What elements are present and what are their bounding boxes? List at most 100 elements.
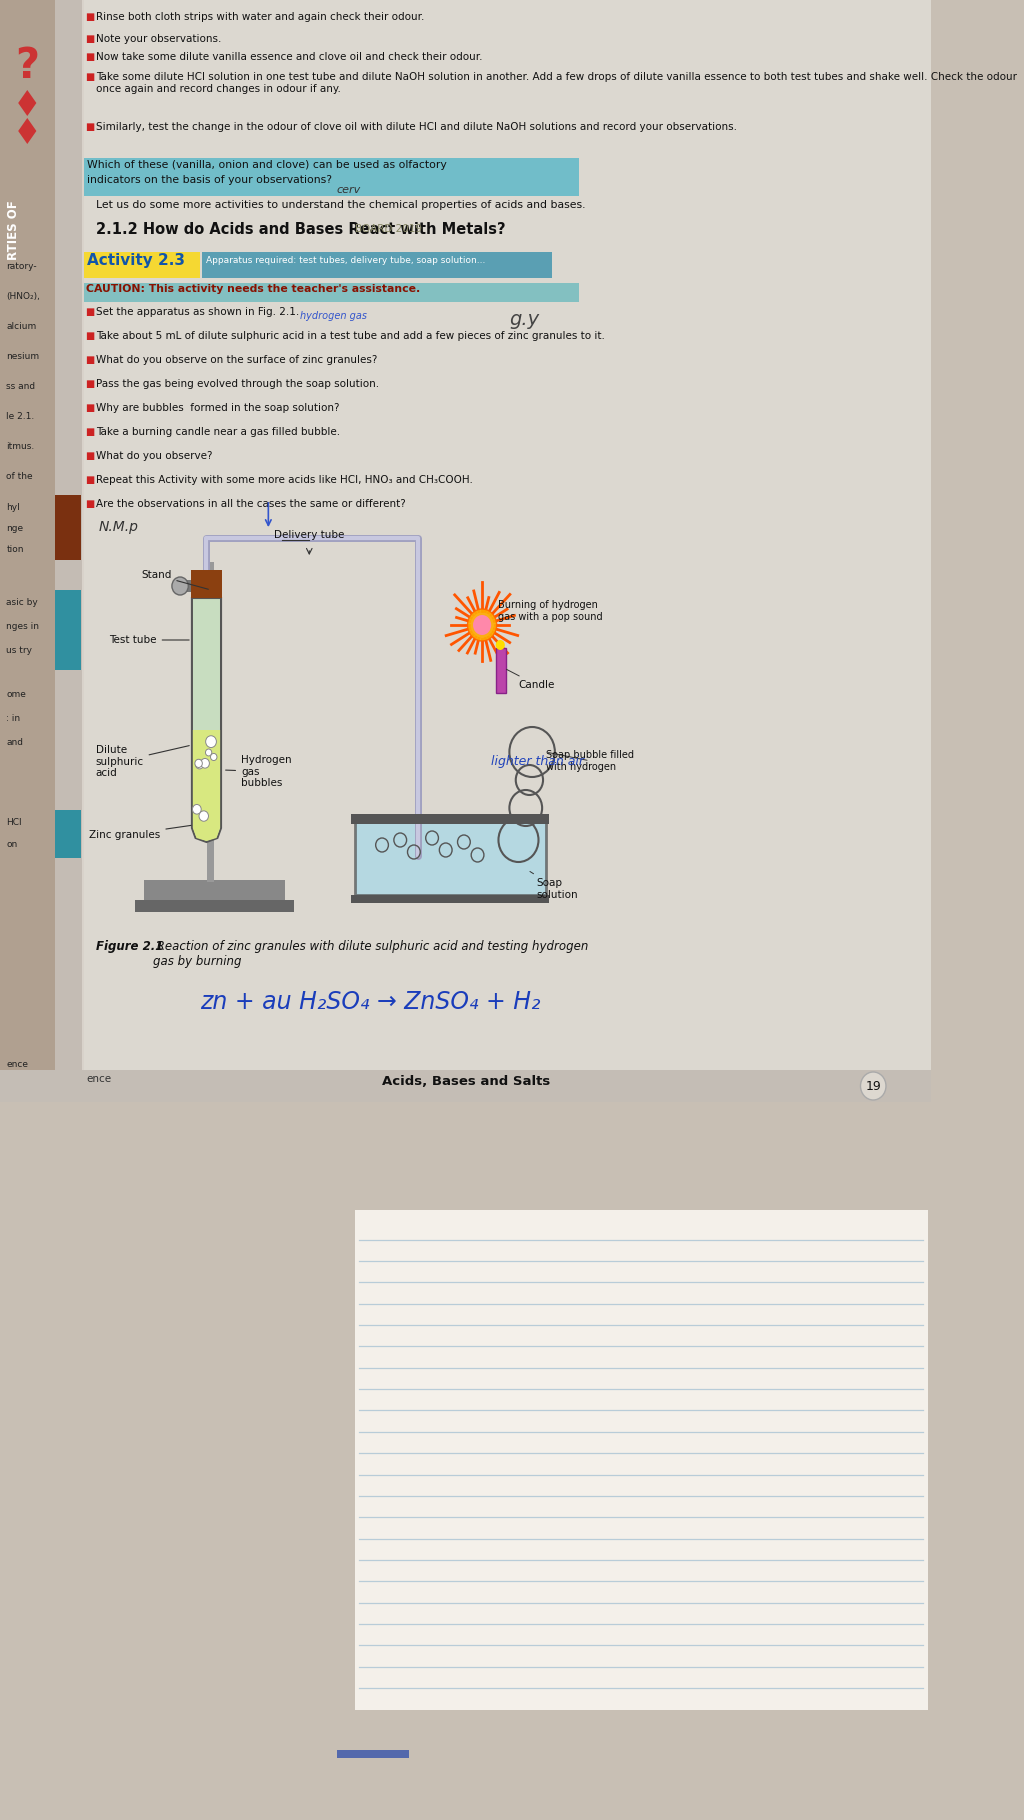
Bar: [195, 592, 220, 599]
Polygon shape: [191, 599, 221, 843]
Text: and: and: [6, 737, 24, 746]
Bar: [191, 570, 222, 599]
Bar: [55, 590, 81, 670]
Text: asic by: asic by: [6, 599, 38, 608]
Text: ■: ■: [86, 475, 95, 484]
Text: What do you observe?: What do you observe?: [96, 451, 213, 460]
Text: Activity 2.3: Activity 2.3: [87, 253, 185, 268]
Text: zn + au H₂SO₄ → ZnSO₄ + H₂: zn + au H₂SO₄ → ZnSO₄ + H₂: [200, 990, 541, 1014]
Polygon shape: [193, 730, 220, 841]
Text: us try: us try: [6, 646, 33, 655]
Bar: [84, 158, 580, 197]
Text: ss and: ss and: [6, 382, 36, 391]
Bar: [134, 901, 294, 912]
Polygon shape: [18, 118, 37, 144]
Text: ■: ■: [86, 308, 95, 317]
Text: Let us do some more activities to understand the chemical properties of acids an: Let us do some more activities to unders…: [96, 200, 586, 209]
Circle shape: [196, 759, 204, 768]
Text: nesium: nesium: [6, 351, 40, 360]
Bar: [55, 495, 81, 561]
Text: of the: of the: [6, 471, 33, 480]
Circle shape: [860, 1072, 886, 1099]
Text: ■: ■: [86, 355, 95, 366]
Text: on: on: [6, 841, 17, 848]
Text: ■: ■: [86, 331, 95, 340]
Text: hydrogen gas: hydrogen gas: [300, 311, 368, 320]
Bar: [354, 1210, 928, 1711]
Circle shape: [473, 615, 492, 635]
Text: Similarly, test the change in the odour of clove oil with dilute HCl and dilute : Similarly, test the change in the odour …: [96, 122, 737, 133]
Text: ■: ■: [86, 13, 95, 22]
Text: Soap bubble filled
with hydrogen: Soap bubble filled with hydrogen: [546, 750, 634, 772]
Text: hyl: hyl: [6, 502, 20, 511]
Bar: [55, 810, 81, 857]
Bar: [0, 0, 54, 1119]
Text: CAUTION: This activity needs the teacher's assistance.: CAUTION: This activity needs the teacher…: [86, 284, 420, 295]
Circle shape: [172, 577, 188, 595]
Text: N.M.p: N.M.p: [98, 521, 138, 533]
Bar: [351, 814, 550, 824]
Text: ratory-: ratory-: [6, 262, 37, 271]
Text: Delivery tube: Delivery tube: [274, 530, 344, 541]
Text: Which of these (vanilla, onion and clove) can be used as olfactory: Which of these (vanilla, onion and clove…: [87, 160, 447, 169]
Text: ■: ■: [86, 428, 95, 437]
Bar: [84, 0, 932, 1119]
Text: Zinc granules: Zinc granules: [89, 826, 191, 841]
Text: 19: 19: [865, 1079, 881, 1092]
Text: Soap
solution: Soap solution: [530, 872, 579, 899]
Text: Dilute
sulphuric
acid: Dilute sulphuric acid: [95, 744, 189, 779]
Text: Reaction of zinc granules with dilute sulphuric acid and testing hydrogen
gas by: Reaction of zinc granules with dilute su…: [153, 939, 588, 968]
Circle shape: [468, 610, 497, 641]
Text: RTIES OF: RTIES OF: [7, 200, 20, 260]
Text: HCl: HCl: [6, 817, 22, 826]
Bar: [0, 0, 932, 1119]
Text: Now take some dilute vanilla essence and clove oil and check their odour.: Now take some dilute vanilla essence and…: [96, 53, 483, 62]
Circle shape: [201, 759, 209, 768]
Text: Hydrogen
gas
bubbles: Hydrogen gas bubbles: [225, 755, 292, 788]
Text: BOARD 2019: BOARD 2019: [354, 224, 422, 235]
Text: Take a burning candle near a gas filled bubble.: Take a burning candle near a gas filled …: [96, 428, 341, 437]
Bar: [351, 895, 550, 903]
Text: ■: ■: [86, 499, 95, 510]
Text: : in: : in: [6, 713, 20, 723]
Polygon shape: [18, 89, 37, 116]
Text: Burning of hydrogen
gas with a pop sound: Burning of hydrogen gas with a pop sound: [499, 601, 603, 622]
Text: Figure 2.1: Figure 2.1: [96, 939, 164, 954]
Text: indicators on the basis of your observations?: indicators on the basis of your observat…: [87, 175, 333, 186]
Text: Pass the gas being evolved through the soap solution.: Pass the gas being evolved through the s…: [96, 379, 380, 389]
Circle shape: [206, 735, 216, 748]
Text: nge: nge: [6, 524, 24, 533]
Text: ome: ome: [6, 690, 27, 699]
Text: Test tube: Test tube: [110, 635, 189, 644]
Text: ?: ?: [15, 46, 39, 87]
Bar: [202, 251, 552, 278]
Circle shape: [199, 812, 209, 821]
Bar: [0, 1070, 932, 1101]
Bar: [183, 581, 222, 592]
Bar: [208, 562, 214, 883]
Text: tion: tion: [6, 544, 24, 553]
Circle shape: [496, 641, 505, 650]
Text: Take about 5 mL of dilute sulphuric acid in a test tube and add a few pieces of : Take about 5 mL of dilute sulphuric acid…: [96, 331, 605, 340]
Text: ■: ■: [86, 122, 95, 133]
Text: ■: ■: [86, 73, 95, 82]
Text: alcium: alcium: [6, 322, 37, 331]
Polygon shape: [354, 821, 546, 895]
Text: le 2.1.: le 2.1.: [6, 411, 35, 420]
Text: ence: ence: [86, 1074, 112, 1085]
Text: Set the apparatus as shown in Fig. 2.1.: Set the apparatus as shown in Fig. 2.1.: [96, 308, 300, 317]
Text: g.y: g.y: [509, 309, 540, 329]
Bar: [84, 251, 200, 278]
Text: ■: ■: [86, 53, 95, 62]
Circle shape: [195, 759, 203, 768]
Bar: [84, 282, 580, 302]
Bar: [54, 0, 82, 1119]
Bar: [143, 881, 285, 901]
Text: Are the observations in all the cases the same or different?: Are the observations in all the cases th…: [96, 499, 407, 510]
Text: Note your observations.: Note your observations.: [96, 35, 222, 44]
Text: ■: ■: [86, 402, 95, 413]
Bar: [0, 1101, 932, 1820]
Text: 2.1.2 How do Acids and Bases React with Metals?: 2.1.2 How do Acids and Bases React with …: [96, 222, 506, 237]
Text: Take some dilute HCl solution in one test tube and dilute NaOH solution in anoth: Take some dilute HCl solution in one tes…: [96, 73, 1018, 93]
Text: ■: ■: [86, 35, 95, 44]
